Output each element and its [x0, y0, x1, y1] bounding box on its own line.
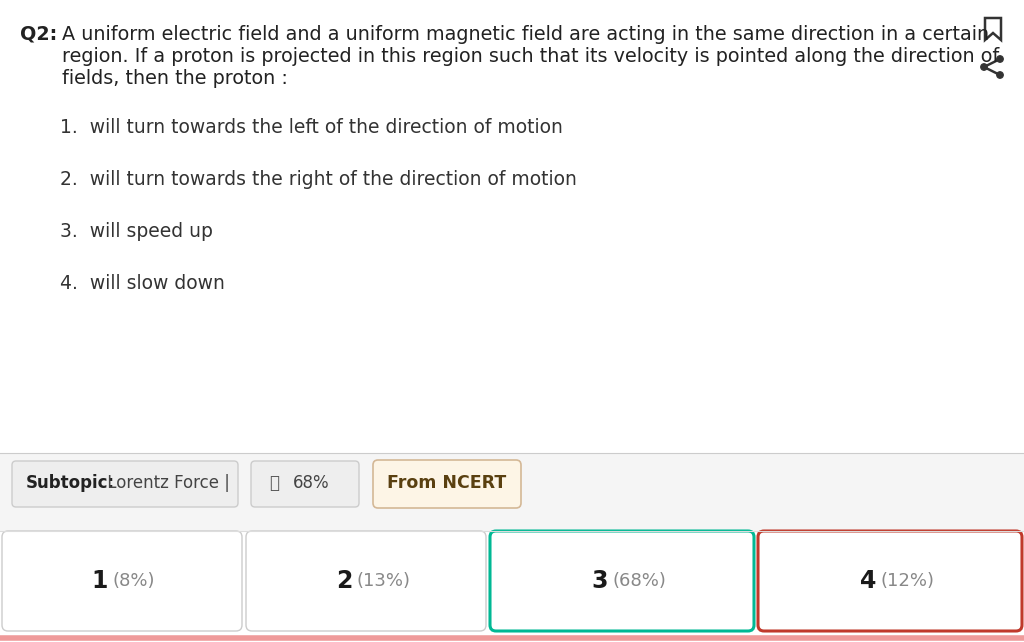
FancyBboxPatch shape — [373, 460, 521, 508]
FancyBboxPatch shape — [246, 531, 486, 631]
Text: 👍: 👍 — [269, 474, 279, 492]
Text: 4.  will slow down: 4. will slow down — [60, 274, 225, 293]
FancyBboxPatch shape — [758, 531, 1022, 631]
Text: 2: 2 — [336, 569, 352, 593]
Text: 3.  will speed up: 3. will speed up — [60, 222, 213, 241]
Text: (68%): (68%) — [612, 572, 666, 590]
Circle shape — [981, 64, 987, 70]
FancyBboxPatch shape — [251, 461, 359, 507]
Text: (13%): (13%) — [356, 572, 410, 590]
Text: fields, then the proton :: fields, then the proton : — [62, 69, 288, 88]
Text: 2.  will turn towards the right of the direction of motion: 2. will turn towards the right of the di… — [60, 170, 577, 189]
Text: A uniform electric field and a uniform magnetic field are acting in the same dir: A uniform electric field and a uniform m… — [62, 25, 989, 44]
Text: (12%): (12%) — [880, 572, 934, 590]
Text: Q2:: Q2: — [20, 25, 57, 44]
Text: 3: 3 — [592, 569, 608, 593]
FancyBboxPatch shape — [490, 531, 754, 631]
Circle shape — [996, 56, 1004, 62]
FancyBboxPatch shape — [2, 531, 242, 631]
Text: Subtopic:: Subtopic: — [26, 474, 115, 492]
Text: region. If a proton is projected in this region such that its velocity is pointe: region. If a proton is projected in this… — [62, 47, 999, 66]
Text: 68%: 68% — [293, 474, 330, 492]
Text: Lorentz Force |: Lorentz Force | — [102, 474, 229, 492]
Text: From NCERT: From NCERT — [387, 474, 507, 492]
Text: 4: 4 — [859, 569, 876, 593]
Text: 1: 1 — [91, 569, 108, 593]
Circle shape — [996, 72, 1004, 78]
Text: (8%): (8%) — [112, 572, 155, 590]
FancyBboxPatch shape — [0, 453, 1024, 531]
FancyBboxPatch shape — [12, 461, 238, 507]
Text: 1.  will turn towards the left of the direction of motion: 1. will turn towards the left of the dir… — [60, 118, 563, 137]
